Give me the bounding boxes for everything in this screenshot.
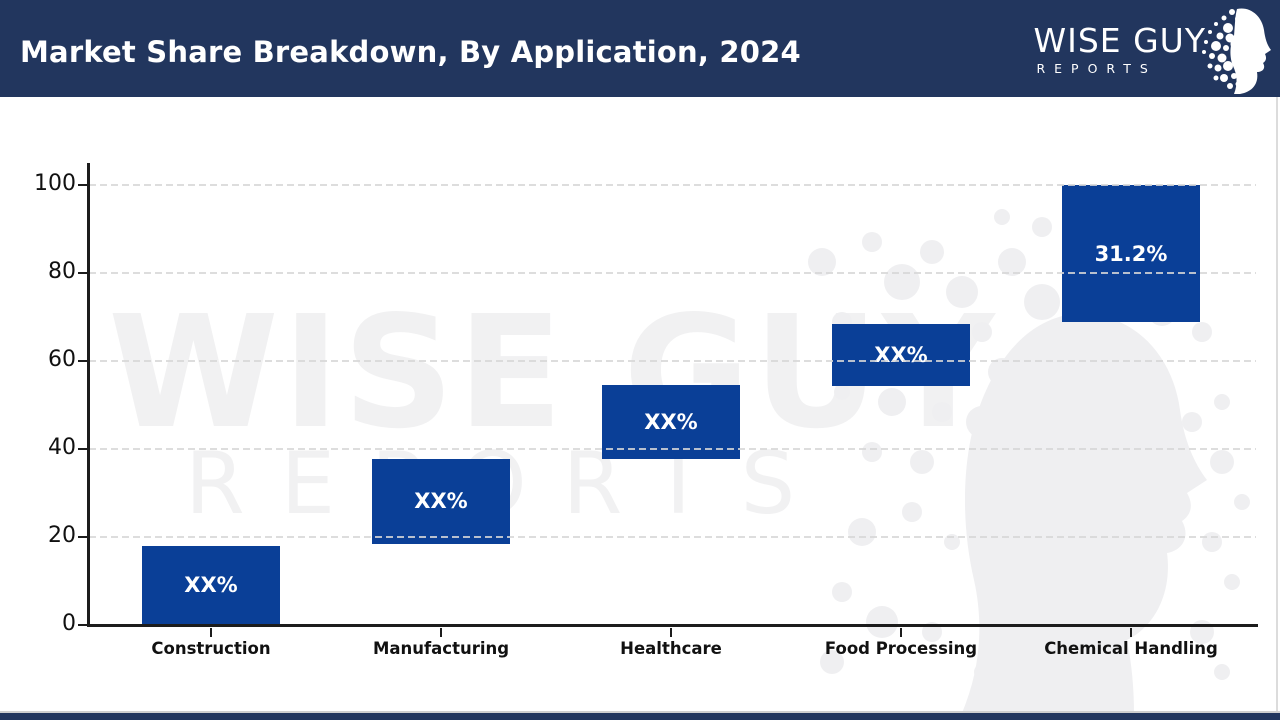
bar-value-label-healthcare: XX% — [644, 409, 698, 434]
chart-plot-area: WISE GUY REPORTS — [0, 97, 1280, 713]
y-tick-label-100: 100 — [34, 171, 76, 196]
logo-text: WISE GUY REPORTS — [1033, 20, 1206, 76]
x-axis-label-food-processing: Food Processing — [824, 639, 978, 658]
x-axis-label-construction: Construction — [151, 639, 271, 658]
gridline-60 — [89, 360, 1256, 362]
header-bar: Market Share Breakdown, By Application, … — [0, 0, 1280, 97]
y-tick-40 — [78, 447, 87, 451]
gridline-40 — [89, 448, 1256, 450]
y-tick-label-0: 0 — [62, 611, 76, 636]
y-axis-line — [87, 163, 90, 626]
chart-title: Market Share Breakdown, By Application, … — [20, 35, 801, 69]
y-tick-20 — [78, 535, 87, 539]
wise-guy-logo: WISE GUY REPORTS — [1033, 6, 1272, 94]
gridline-20 — [89, 536, 1256, 538]
y-tick-label-20: 20 — [48, 523, 76, 548]
y-tick-label-40: 40 — [48, 435, 76, 460]
x-tick-chemical-handling — [1129, 627, 1133, 637]
gridline-80 — [89, 272, 1256, 274]
bar-manufacturing: XX% — [372, 458, 510, 544]
bar-value-label-food-processing: XX% — [874, 342, 928, 367]
y-tick-label-80: 80 — [48, 259, 76, 284]
bar-food-processing: XX% — [832, 323, 970, 386]
image-right-border — [1276, 97, 1278, 713]
y-tick-100 — [78, 183, 87, 187]
x-tick-food-processing — [899, 627, 903, 637]
x-axis-label-manufacturing: Manufacturing — [372, 639, 510, 658]
x-axis-line — [87, 624, 1258, 627]
bar-value-label-chemical-handling: 31.2% — [1094, 241, 1168, 266]
logo-head-icon — [1202, 8, 1271, 94]
x-tick-construction — [209, 627, 213, 637]
y-tick-0 — [78, 623, 87, 627]
x-axis-label-healthcare: Healthcare — [620, 639, 722, 658]
logo-tagline-text: REPORTS — [1036, 60, 1157, 76]
footer-divider — [0, 711, 1280, 713]
x-tick-manufacturing — [439, 627, 443, 637]
bar-value-label-manufacturing: XX% — [414, 489, 468, 514]
y-tick-80 — [78, 271, 87, 275]
x-axis-label-chemical-handling: Chemical Handling — [1044, 639, 1218, 658]
gridline-100 — [89, 184, 1256, 186]
y-tick-label-60: 60 — [48, 347, 76, 372]
bar-healthcare: XX% — [602, 385, 740, 459]
bar-construction: XX% — [142, 545, 280, 625]
footer-bar — [0, 713, 1280, 720]
logo-brand-text: WISE GUY — [1033, 20, 1206, 60]
x-tick-healthcare — [669, 627, 673, 637]
y-tick-60 — [78, 359, 87, 363]
bar-value-label-construction: XX% — [184, 573, 238, 598]
bar-chemical-handling: 31.2% — [1062, 185, 1200, 323]
